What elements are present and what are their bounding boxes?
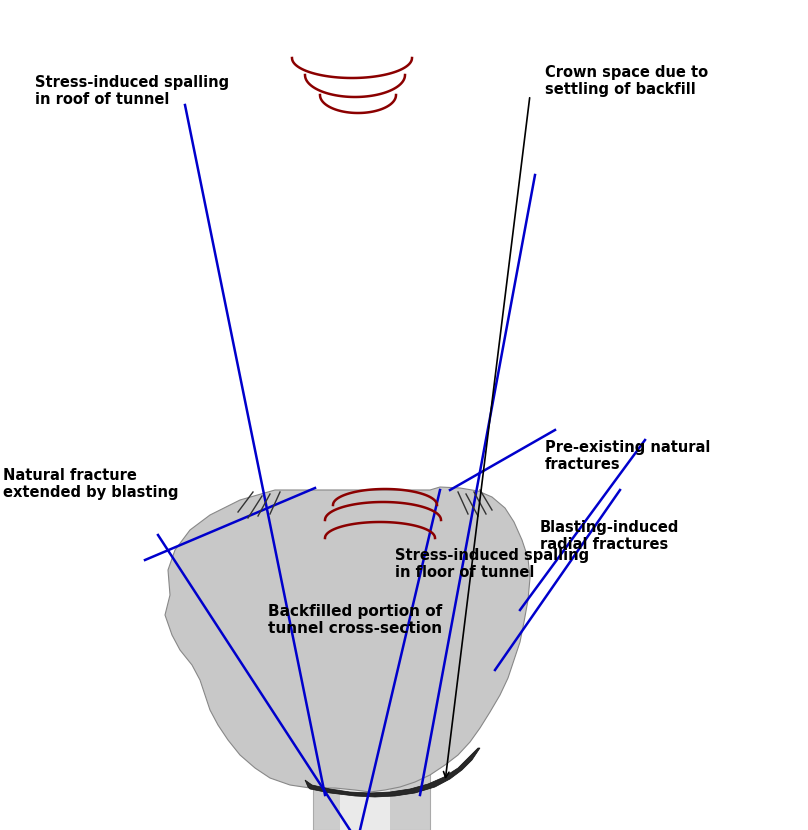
Text: Backfilled portion of
tunnel cross-section: Backfilled portion of tunnel cross-secti… xyxy=(268,603,442,637)
Polygon shape xyxy=(305,748,480,797)
Polygon shape xyxy=(340,490,390,830)
Text: Crown space due to
settling of backfill: Crown space due to settling of backfill xyxy=(545,65,708,97)
Text: Stress-induced spalling
in roof of tunnel: Stress-induced spalling in roof of tunne… xyxy=(35,75,229,107)
Text: Natural fracture
extended by blasting: Natural fracture extended by blasting xyxy=(3,468,179,500)
Text: Pre-existing natural
fractures: Pre-existing natural fractures xyxy=(545,440,710,472)
Text: Blasting-induced
radial fractures: Blasting-induced radial fractures xyxy=(540,520,680,553)
Polygon shape xyxy=(313,490,430,830)
Text: Stress-induced spalling
in floor of tunnel: Stress-induced spalling in floor of tunn… xyxy=(395,548,589,580)
Polygon shape xyxy=(165,487,530,792)
